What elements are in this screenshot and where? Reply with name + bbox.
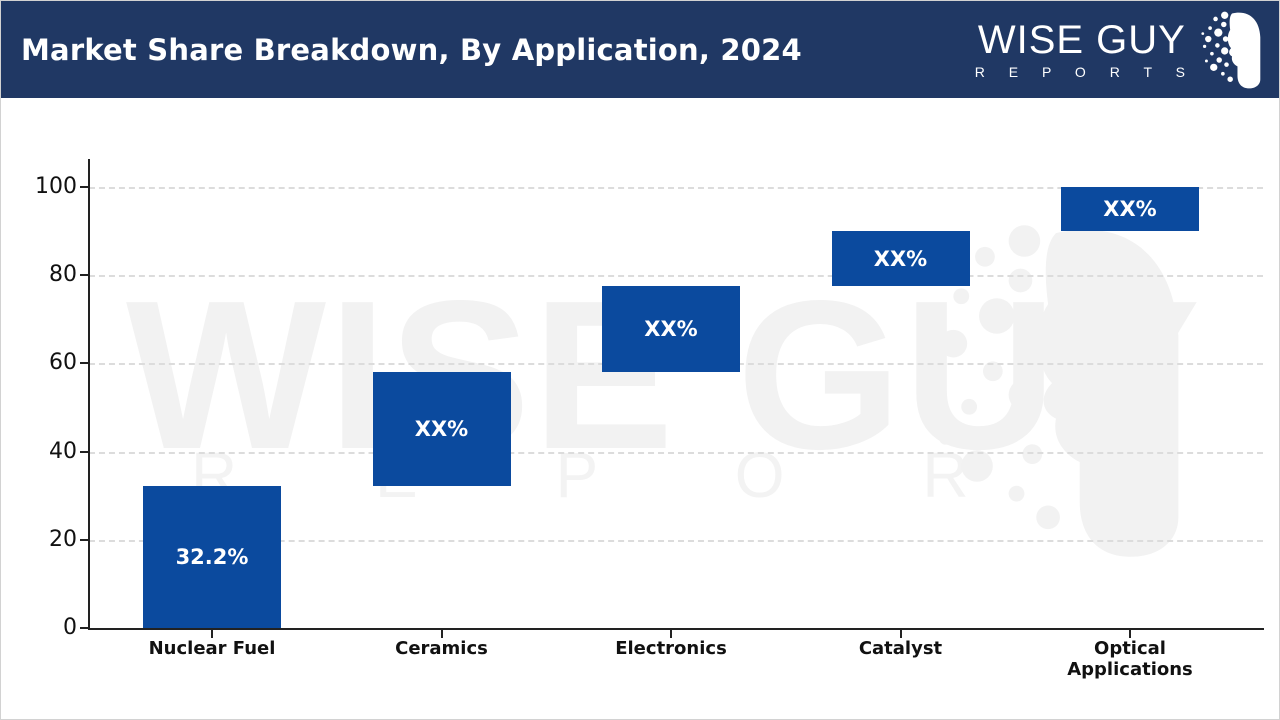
header-bar: Market Share Breakdown, By Application, … bbox=[1, 1, 1279, 98]
x-tick-mark bbox=[211, 630, 213, 638]
bar-value-label: 32.2% bbox=[175, 544, 249, 569]
x-category-label: Catalyst bbox=[858, 638, 943, 659]
x-tick-mark bbox=[670, 630, 672, 638]
y-tick-label: 100 bbox=[35, 174, 77, 199]
bar-value-label: XX% bbox=[644, 317, 698, 342]
gridline-y20 bbox=[89, 539, 1263, 542]
y-tick-label: 20 bbox=[49, 526, 77, 552]
gridline-y100 bbox=[89, 187, 1263, 189]
x-category-label: Nuclear Fuel bbox=[148, 638, 276, 659]
y-tick-mark bbox=[80, 186, 88, 188]
bar-nuclear-fuel: 32.2% bbox=[143, 485, 281, 628]
y-tick-label: 60 bbox=[49, 350, 77, 376]
logo-wiseguy-text: WISE GUY bbox=[977, 18, 1186, 62]
bar-value-label: XX% bbox=[873, 246, 928, 271]
x-category-label: Electronics bbox=[615, 638, 727, 659]
logo-reports-text: R E P O R T S bbox=[974, 64, 1195, 80]
y-tick-label: 40 bbox=[49, 438, 77, 464]
x-category-label: Optical Applications bbox=[1067, 638, 1193, 680]
y-tick-mark bbox=[80, 362, 88, 365]
chart-title: Market Share Breakdown, By Application, … bbox=[21, 32, 802, 67]
bar-value-label: XX% bbox=[414, 417, 469, 442]
logo-head-icon bbox=[1201, 11, 1261, 88]
bar-value-label: XX% bbox=[1103, 197, 1157, 222]
x-axis-line bbox=[88, 628, 1264, 630]
y-tick-mark bbox=[80, 538, 88, 541]
y-tick-label: 0 bbox=[63, 615, 77, 640]
y-tick-mark bbox=[80, 274, 88, 277]
x-tick-mark bbox=[1129, 630, 1131, 638]
brand-logo: WISE GUY R E P O R T S bbox=[969, 8, 1279, 92]
gridline-y80 bbox=[89, 275, 1263, 278]
bar-ceramics: XX% bbox=[372, 372, 511, 486]
x-tick-mark bbox=[440, 630, 443, 638]
gridline-y40 bbox=[89, 451, 1263, 454]
x-category-label: Ceramics bbox=[395, 638, 488, 659]
bar-optical-applications: XX% bbox=[1061, 187, 1199, 232]
y-tick-mark bbox=[80, 450, 88, 453]
x-tick-mark bbox=[899, 630, 902, 638]
y-axis-line bbox=[88, 159, 90, 629]
y-tick-mark bbox=[80, 627, 88, 629]
bar-catalyst: XX% bbox=[831, 231, 970, 287]
bar-electronics: XX% bbox=[602, 286, 740, 373]
y-tick-label: 80 bbox=[49, 262, 77, 288]
